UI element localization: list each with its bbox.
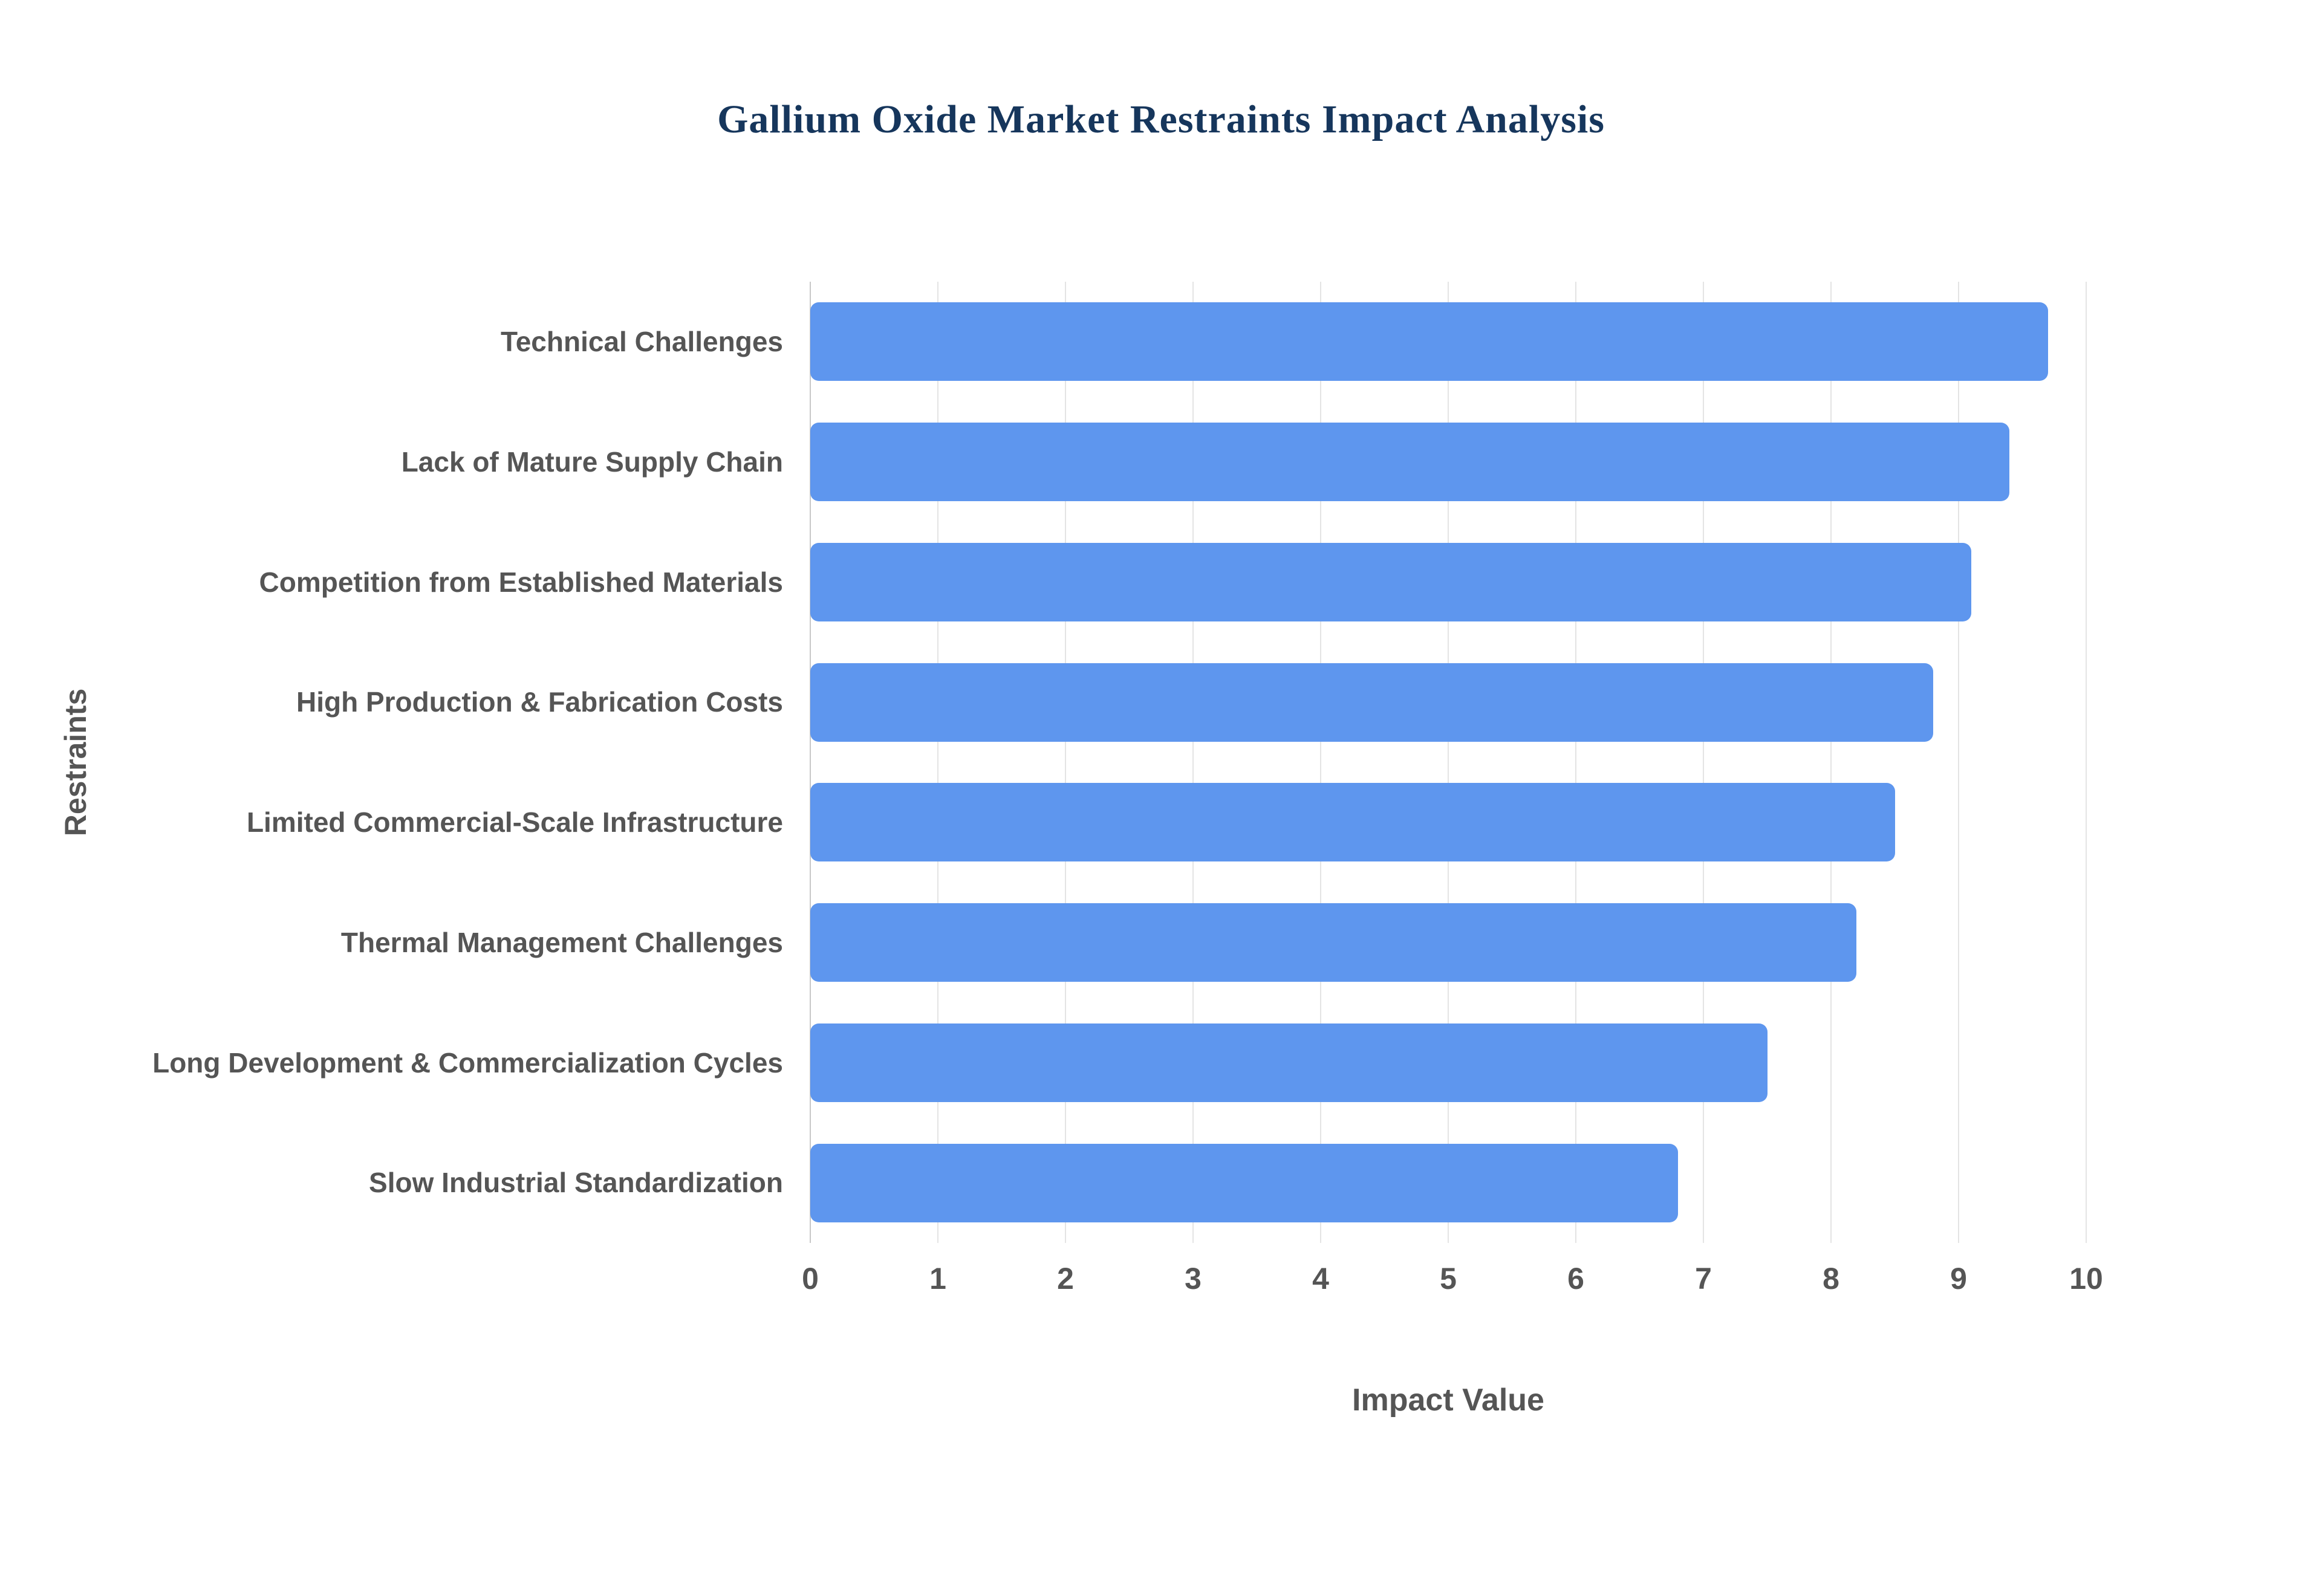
category-label: Technical Challenges (501, 326, 783, 358)
x-tick-label: 9 (1950, 1262, 1967, 1296)
category-label: High Production & Fabrication Costs (296, 686, 783, 718)
bar (810, 542, 1972, 621)
category-label: Long Development & Commercialization Cyc… (152, 1046, 783, 1079)
bar-row (810, 762, 2086, 883)
bar (810, 783, 1895, 862)
bar-row (810, 282, 2086, 402)
x-tick-label: 10 (2069, 1262, 2103, 1296)
grid-line (2086, 282, 2087, 1243)
bar (810, 1023, 1768, 1102)
bar (810, 663, 1933, 742)
grid-line (1575, 282, 1576, 1243)
bar-row (810, 522, 2086, 643)
x-tick-label: 3 (1185, 1262, 1202, 1296)
x-tick-label: 2 (1057, 1262, 1074, 1296)
grid-line (1703, 282, 1704, 1243)
bar (810, 1143, 1678, 1222)
bar-row (810, 1123, 2086, 1243)
x-axis-title: Impact Value (1352, 1383, 1544, 1418)
grid-line (1320, 282, 1321, 1243)
chart-title: Gallium Oxide Market Restraints Impact A… (717, 97, 1605, 141)
grid-line (1192, 282, 1194, 1243)
x-tick-label: 4 (1312, 1262, 1329, 1296)
y-axis-title: Restraints (59, 688, 93, 837)
x-axis-ticks: 0 1 2 3 4 5 6 7 8 9 10 (802, 1243, 2103, 1315)
bar (810, 302, 2048, 381)
category-labels: Technical Challenges Lack of Mature Suppl… (151, 282, 810, 1243)
category-label: Competition from Established Materials (259, 566, 783, 598)
x-tick-label: 5 (1440, 1262, 1457, 1296)
bar-chart: Restraints Technical Challenges Lack of M… (0, 282, 2322, 1418)
grid-line (1830, 282, 1832, 1243)
grid-line (1958, 282, 1959, 1243)
category-label: Lack of Mature Supply Chain (401, 446, 783, 478)
category-label: Limited Commercial-Scale Infrastructure (246, 806, 783, 839)
category-label: Thermal Management Challenges (340, 926, 783, 958)
plot-area (810, 282, 2087, 1243)
bar (810, 903, 1857, 982)
bar-row (810, 1003, 2086, 1123)
x-tick-label: 1 (929, 1262, 946, 1296)
plot-column: 0 1 2 3 4 5 6 7 8 9 10 Impact Value (802, 282, 2103, 1418)
bar-row (810, 402, 2086, 522)
x-tick-label: 0 (802, 1262, 819, 1296)
x-tick-label: 8 (1823, 1262, 1839, 1296)
y-axis-line (810, 282, 811, 1243)
x-tick-label: 6 (1567, 1262, 1584, 1296)
grid-line (937, 282, 938, 1243)
bar-row (810, 642, 2086, 762)
grid-line (1065, 282, 1066, 1243)
category-label: Slow Industrial Standardization (369, 1167, 783, 1199)
bars-container (810, 282, 2086, 1243)
y-axis-title-area: Restraints (0, 282, 151, 1243)
grid-line (1448, 282, 1449, 1243)
bar (810, 423, 2010, 502)
x-tick-label: 7 (1695, 1262, 1712, 1296)
bar-row (810, 883, 2086, 1003)
